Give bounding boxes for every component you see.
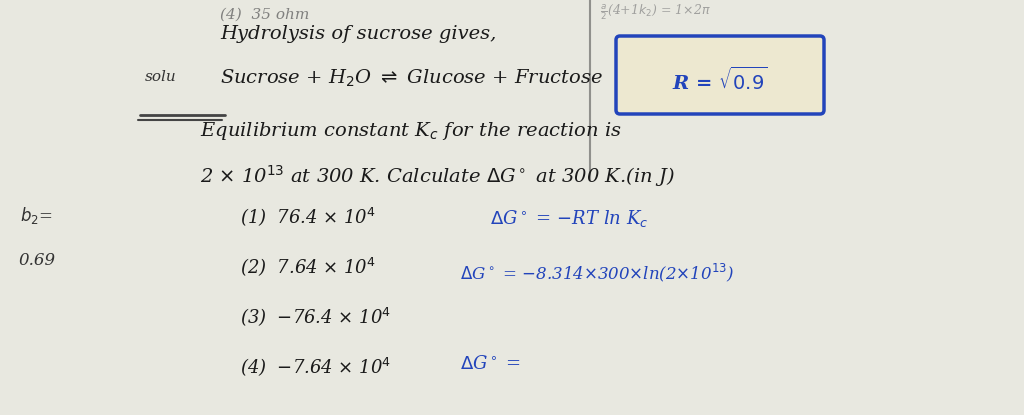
Text: (2)  7.64 $\times$ 10$^4$: (2) 7.64 $\times$ 10$^4$ bbox=[240, 255, 376, 278]
Text: $\Delta$G$^\circ$ = $-$8.314$\times$300$\times$ln(2$\times$10$^{13}$): $\Delta$G$^\circ$ = $-$8.314$\times$300$… bbox=[460, 262, 734, 284]
Text: Sucrose + H$_2$O $\rightleftharpoons$ Glucose + Fructose: Sucrose + H$_2$O $\rightleftharpoons$ Gl… bbox=[220, 68, 603, 89]
Text: (4)  35 ohm: (4) 35 ohm bbox=[220, 8, 309, 22]
Text: 0.69: 0.69 bbox=[18, 252, 55, 269]
Text: (4)  $-$7.64 $\times$ 10$^4$: (4) $-$7.64 $\times$ 10$^4$ bbox=[240, 355, 391, 378]
Text: $\Delta$G$^\circ$ = $-$RT ln K$_c$: $\Delta$G$^\circ$ = $-$RT ln K$_c$ bbox=[490, 208, 648, 229]
Text: $\Delta$G$^\circ$ =: $\Delta$G$^\circ$ = bbox=[460, 355, 521, 373]
Text: 2 $\times$ 10$^{13}$ at 300 K. Calculate $\Delta$G$^\circ$ at 300 K.(in J): 2 $\times$ 10$^{13}$ at 300 K. Calculate… bbox=[200, 163, 675, 189]
FancyBboxPatch shape bbox=[616, 36, 824, 114]
Text: solu: solu bbox=[145, 70, 177, 84]
Text: $b_2$=: $b_2$= bbox=[20, 205, 52, 226]
Text: R = $\sqrt{0.9}$: R = $\sqrt{0.9}$ bbox=[672, 66, 768, 94]
Text: Equilibrium constant K$_c$ for the reaction is: Equilibrium constant K$_c$ for the react… bbox=[200, 120, 622, 142]
Text: Hydrolysis of sucrose gives,: Hydrolysis of sucrose gives, bbox=[220, 25, 497, 43]
Text: (3)  $-$76.4 $\times$ 10$^4$: (3) $-$76.4 $\times$ 10$^4$ bbox=[240, 305, 391, 328]
Text: $\frac{a}{2}$(4+1$k_2$) = 1$\times$2$\pi$: $\frac{a}{2}$(4+1$k_2$) = 1$\times$2$\pi… bbox=[600, 3, 711, 22]
Text: (1)  76.4 $\times$ 10$^4$: (1) 76.4 $\times$ 10$^4$ bbox=[240, 205, 376, 228]
